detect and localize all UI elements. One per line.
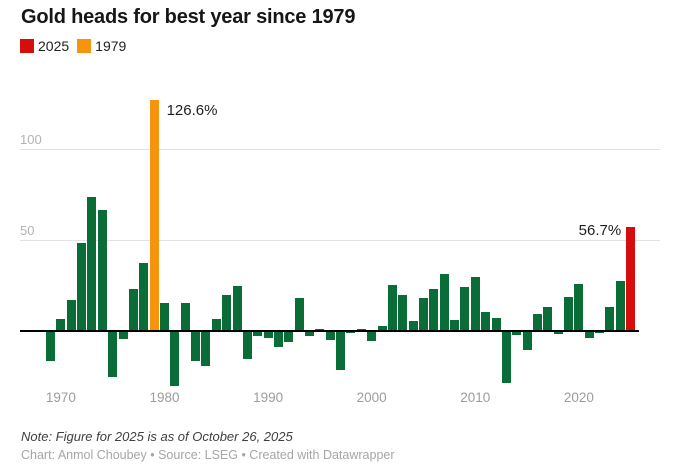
bar-2018[interactable] — [553, 331, 563, 335]
bar-1989[interactable] — [253, 331, 263, 336]
x-axis-label-1990: 1990 — [253, 390, 284, 405]
annotation-2025: 56.7% — [578, 222, 622, 240]
bar-1981[interactable] — [170, 331, 180, 387]
bar-2022[interactable] — [595, 331, 605, 332]
x-axis-label-2010: 2010 — [460, 390, 491, 405]
bar-2002[interactable] — [387, 285, 397, 331]
bar-1980[interactable] — [160, 302, 169, 331]
bar-2023[interactable] — [605, 306, 615, 331]
bar-1975[interactable] — [108, 331, 118, 377]
x-axis-label-1970: 1970 — [45, 390, 76, 405]
bar-2019[interactable] — [564, 297, 573, 331]
legend-label-2025: 2025 — [38, 38, 70, 54]
y-axis-label-50: 50 — [20, 222, 35, 238]
bar-1976[interactable] — [118, 331, 128, 339]
bar-2005[interactable] — [419, 297, 428, 331]
bar-1998[interactable] — [346, 331, 356, 333]
bar-2010[interactable] — [470, 276, 480, 331]
bar-1977[interactable] — [128, 289, 138, 331]
bar-2025[interactable] — [626, 227, 636, 331]
legend-label-1979: 1979 — [95, 38, 127, 54]
bar-2012[interactable] — [491, 317, 501, 331]
legend-swatch-1979-icon — [77, 39, 92, 53]
bar-1986[interactable] — [222, 295, 232, 331]
bar-2016[interactable] — [532, 314, 542, 331]
bar-1978[interactable] — [139, 263, 149, 331]
bar-1983[interactable] — [191, 331, 200, 361]
bar-1984[interactable] — [201, 331, 211, 367]
bar-2015[interactable] — [522, 331, 532, 351]
bar-1990[interactable] — [263, 331, 273, 338]
x-axis-baseline — [20, 329, 639, 332]
bar-2001[interactable] — [377, 325, 387, 331]
bar-2021[interactable] — [584, 331, 594, 339]
bar-1970[interactable] — [56, 319, 66, 331]
chart-credits: Chart: Anmol Choubey • Source: LSEG • Cr… — [21, 448, 395, 462]
bar-2006[interactable] — [429, 288, 439, 331]
y-gridline-100 — [20, 148, 660, 150]
bar-1969[interactable] — [46, 331, 55, 361]
bar-1991[interactable] — [273, 331, 283, 348]
bar-2011[interactable] — [481, 312, 491, 331]
annotation-1979: 126.6% — [166, 102, 218, 120]
bar-2007[interactable] — [439, 273, 449, 331]
bar-1985[interactable] — [211, 318, 221, 331]
bar-1997[interactable] — [336, 331, 346, 371]
bar-1979[interactable] — [149, 100, 159, 331]
bar-2017[interactable] — [543, 306, 553, 331]
bar-1973[interactable] — [87, 196, 97, 331]
bar-1982[interactable] — [180, 303, 190, 331]
legend-item-1979: 1979 — [77, 38, 126, 54]
y-gridline-50 — [20, 239, 660, 241]
y-axis-label-100: 100 — [20, 131, 42, 147]
bar-2003[interactable] — [398, 295, 408, 331]
bar-1971[interactable] — [66, 300, 76, 331]
legend-item-2025: 2025 — [20, 38, 69, 54]
bar-1994[interactable] — [305, 331, 314, 336]
chart-note: Note: Figure for 2025 is as of October 2… — [21, 429, 293, 444]
legend: 2025 1979 — [20, 38, 134, 54]
bar-1996[interactable] — [325, 331, 335, 340]
x-axis-label-2020: 2020 — [563, 390, 594, 405]
bar-2013[interactable] — [501, 331, 511, 383]
bar-2004[interactable] — [408, 320, 418, 331]
bar-1987[interactable] — [232, 285, 242, 331]
bar-1992[interactable] — [284, 331, 294, 342]
x-axis-label-2000: 2000 — [356, 390, 387, 405]
bar-2024[interactable] — [615, 281, 625, 331]
bar-2008[interactable] — [450, 320, 459, 331]
bar-2020[interactable] — [574, 284, 584, 331]
bar-2000[interactable] — [367, 331, 377, 342]
bar-2009[interactable] — [460, 286, 470, 331]
legend-swatch-2025-icon — [20, 39, 34, 53]
bar-1988[interactable] — [242, 331, 252, 360]
bar-1972[interactable] — [77, 242, 87, 331]
bar-1993[interactable] — [294, 298, 304, 331]
bar-1974[interactable] — [97, 210, 107, 331]
bar-2014[interactable] — [512, 331, 522, 335]
chart-title: Gold heads for best year since 1979 — [21, 6, 356, 28]
x-axis-label-1980: 1980 — [149, 390, 180, 405]
